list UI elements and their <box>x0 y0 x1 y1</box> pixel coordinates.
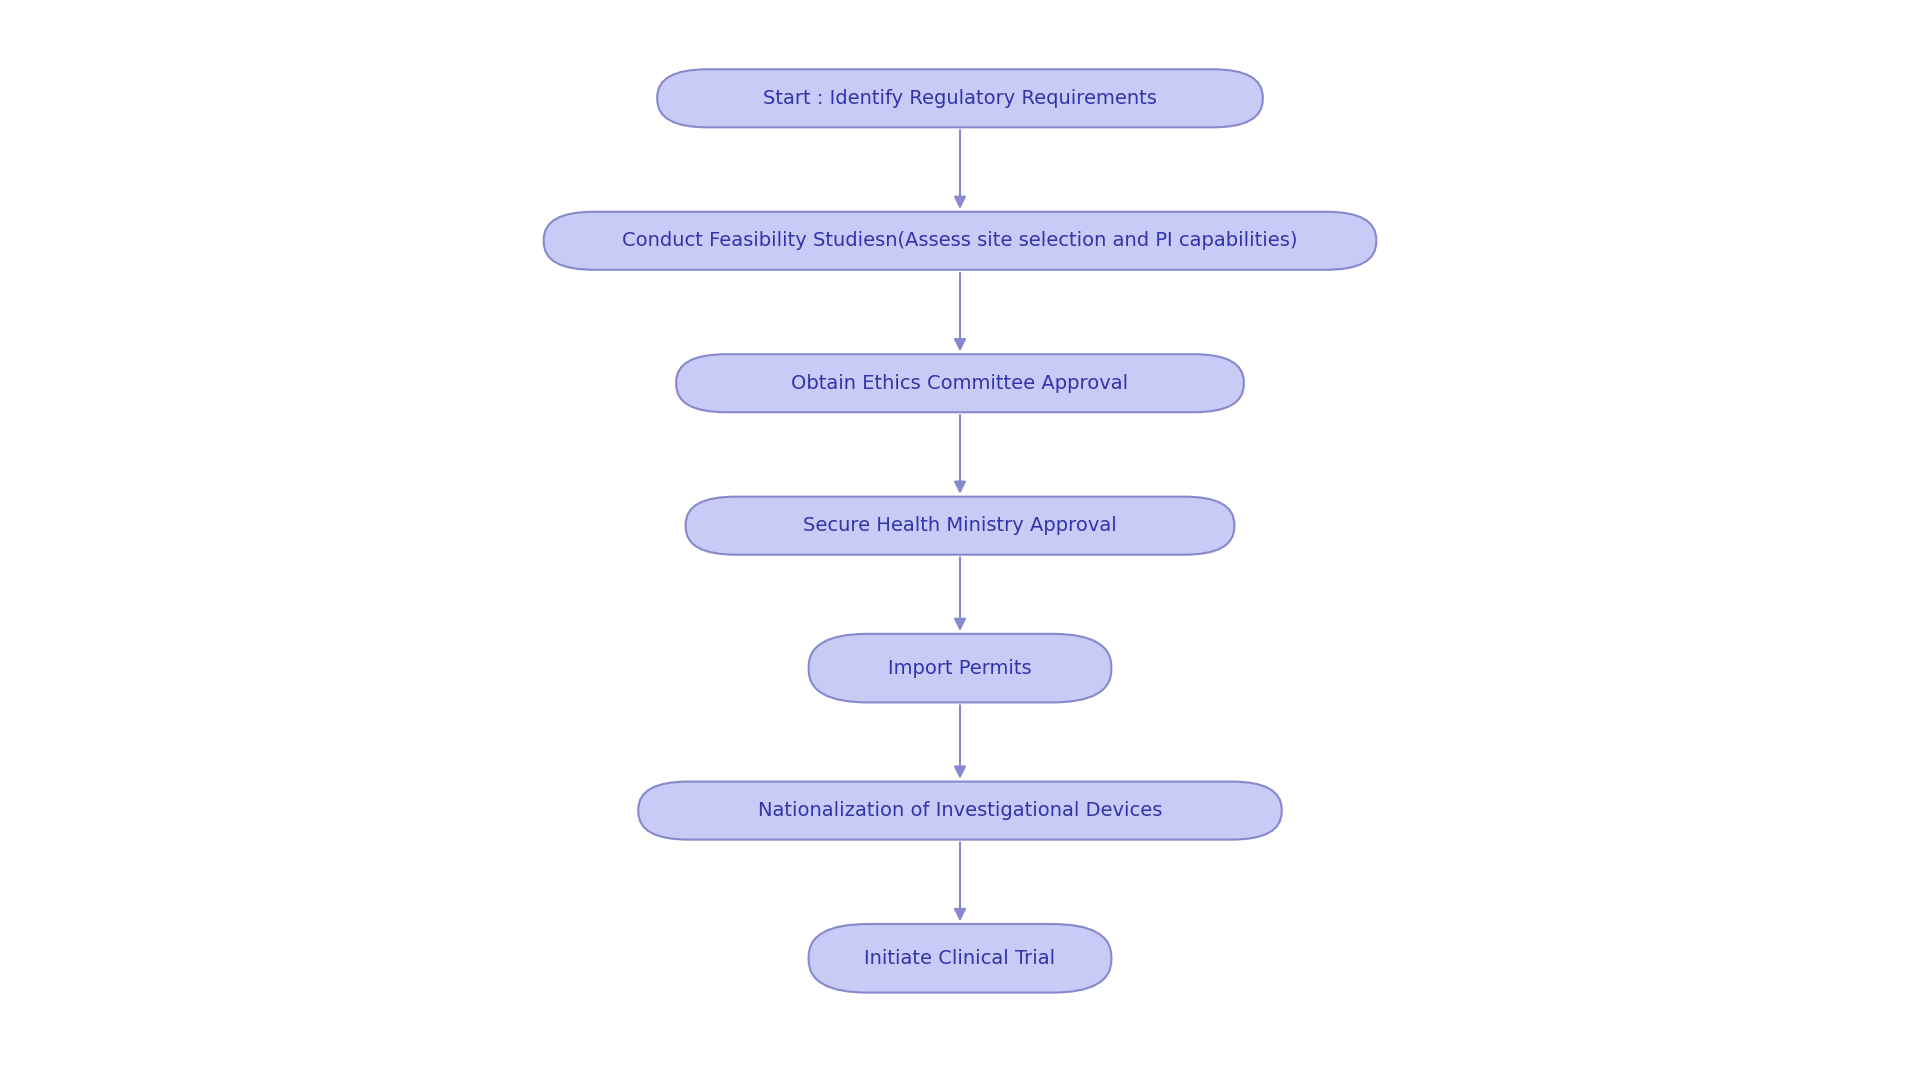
FancyBboxPatch shape <box>685 497 1235 554</box>
FancyBboxPatch shape <box>808 924 1112 993</box>
Text: Start : Identify Regulatory Requirements: Start : Identify Regulatory Requirements <box>762 89 1158 108</box>
FancyBboxPatch shape <box>543 212 1377 270</box>
Text: Nationalization of Investigational Devices: Nationalization of Investigational Devic… <box>758 801 1162 820</box>
FancyBboxPatch shape <box>637 782 1283 839</box>
Text: Secure Health Ministry Approval: Secure Health Ministry Approval <box>803 517 1117 535</box>
Text: Import Permits: Import Permits <box>889 658 1031 678</box>
FancyBboxPatch shape <box>657 69 1263 128</box>
Text: Obtain Ethics Committee Approval: Obtain Ethics Committee Approval <box>791 374 1129 393</box>
Text: Conduct Feasibility Studiesn(Assess site selection and PI capabilities): Conduct Feasibility Studiesn(Assess site… <box>622 232 1298 250</box>
FancyBboxPatch shape <box>676 354 1244 413</box>
Text: Initiate Clinical Trial: Initiate Clinical Trial <box>864 949 1056 968</box>
FancyBboxPatch shape <box>808 634 1112 703</box>
